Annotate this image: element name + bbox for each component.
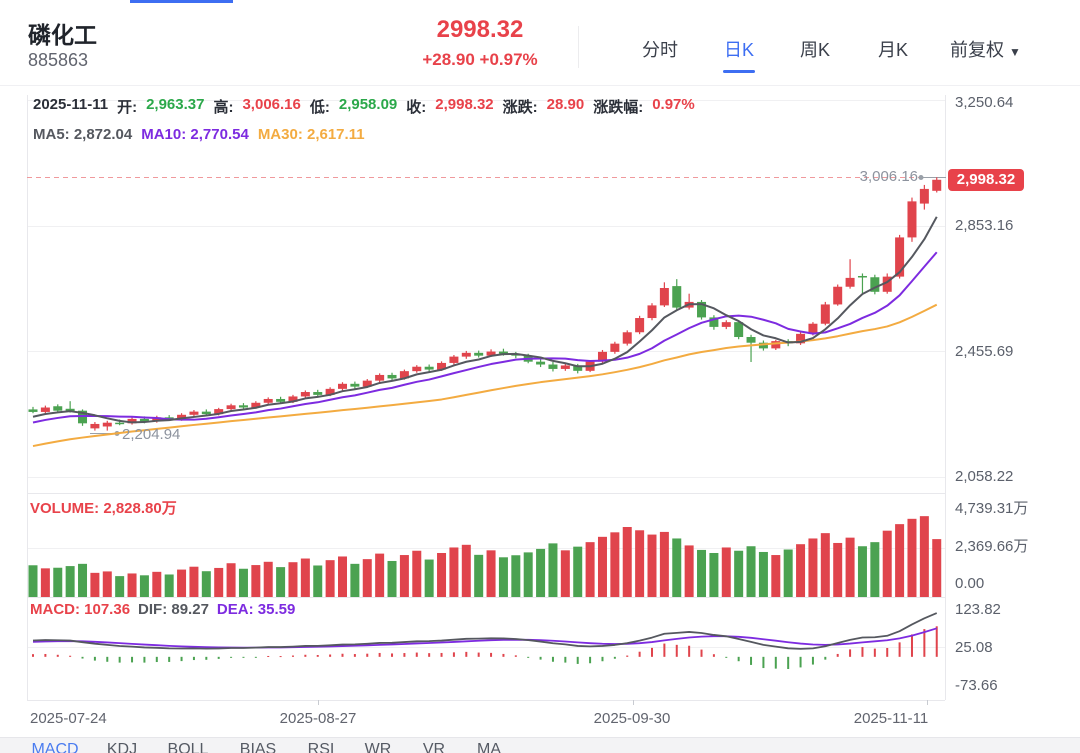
indicator-tab-ma[interactable]: MA (477, 741, 501, 753)
high-value: 3,006.16 (242, 96, 301, 113)
volume-title: VOLUME: 2,828.80万 (30, 500, 177, 517)
indicator-tab-boll[interactable]: BOLL (167, 741, 209, 753)
macd-title-row: MACD: 107.36 DIF: 89.27 DEA: 35.59 (30, 601, 295, 618)
x-axis-tick (633, 700, 634, 705)
open-label: 开: (117, 99, 138, 116)
current-price: 2998.32 (436, 16, 524, 43)
volume-axis-tick-3: 0.00 (955, 575, 985, 592)
info-date: 2025-11-11 (33, 96, 109, 113)
adjust-mode-label: 前复权 (950, 40, 1004, 60)
day-high-line-label: 3,006.16 (859, 168, 918, 185)
macd-axis-tick-1: 123.82 (955, 601, 1001, 618)
x-axis-label-1: 2025-07-24 (30, 710, 107, 727)
indicator-tab-macd[interactable]: MACD (31, 741, 79, 753)
change-value: 28.90 (546, 96, 585, 113)
tab-monthly-k[interactable]: 月K (877, 40, 909, 60)
current-price-tag: 2,998.32 (948, 168, 1024, 191)
open-value: 2,963.37 (146, 96, 205, 113)
indicator-tab-kdj[interactable]: KDJ (106, 741, 138, 753)
x-axis-tick (927, 700, 928, 705)
ma-info-row: MA5: 2,872.04 MA10: 2,770.54 MA30: 2,617… (33, 126, 365, 143)
tab-minute[interactable]: 分时 (642, 40, 678, 60)
indicator-tab-vr[interactable]: VR (422, 741, 446, 753)
price-axis-tick-2: 2,853.16 (955, 217, 1014, 234)
header-divider (578, 26, 579, 68)
ma30-value: MA30: 2,617.11 (257, 126, 365, 143)
adjust-mode-dropdown[interactable]: 前复权 ▼ (950, 36, 1021, 62)
ma5-value: MA5: 2,872.04 (33, 126, 133, 143)
change-label: 涨跌: (502, 99, 538, 116)
low-point-label: 2,204.94 (122, 426, 181, 443)
change-pct-value: 0.97% (652, 96, 695, 113)
close-value: 2,998.32 (435, 96, 494, 113)
tab-daily-k[interactable]: 日K (723, 40, 755, 60)
volume-axis-tick-1: 4,739.31万 (955, 500, 1029, 517)
price-block: 2998.32 +28.90 +0.97% (350, 0, 610, 70)
dif-value: DIF: 89.27 (138, 601, 209, 618)
page-title: 磷化工 (28, 22, 97, 48)
price-axis-tick-4: 2,058.22 (955, 468, 1014, 485)
x-axis-label-2: 2025-08-27 (279, 710, 357, 727)
macd-axis-tick-3: -73.66 (955, 677, 998, 694)
volume-axis-tick-2: 2,369.66万 (955, 538, 1029, 555)
ma10-value: MA10: 2,770.54 (141, 126, 249, 143)
indicator-tab-wr[interactable]: WR (364, 741, 392, 753)
chevron-down-icon: ▼ (1009, 45, 1021, 59)
close-label: 收: (406, 99, 427, 116)
macd-axis-tick-2: 25.08 (955, 639, 993, 656)
macd-value: MACD: 107.36 (30, 601, 131, 618)
price-axis-tick-3: 2,455.69 (955, 343, 1014, 360)
price-change: +28.90 +0.97% (422, 50, 538, 69)
indicator-tab-rsi[interactable]: RSI (307, 741, 335, 753)
low-value: 2,958.09 (338, 96, 398, 113)
x-axis-tick (318, 700, 319, 705)
top-accent-bar (130, 0, 233, 3)
high-label: 高: (213, 99, 234, 116)
x-axis-label-3: 2025-09-30 (593, 710, 671, 727)
indicator-tab-bias[interactable]: BIAS (239, 741, 277, 753)
header-separator (0, 85, 1080, 86)
indicator-tab-bar: MACD KDJ BOLL BIAS RSI WR VR MA (0, 737, 1080, 753)
stock-code: 885863 (28, 50, 89, 70)
x-axis-label-4: 2025-11-11 (853, 710, 929, 727)
active-tab-underline (723, 70, 755, 73)
dea-value: DEA: 35.59 (216, 601, 296, 618)
change-pct-label: 涨跌幅: (593, 99, 644, 116)
ohlc-info-row: 2025-11-11 开: 2,963.37 高: 3,006.16 低: 2,… (33, 96, 695, 117)
tab-weekly-k[interactable]: 周K (799, 40, 831, 60)
price-axis-tick-1: 3,250.64 (955, 94, 1014, 111)
low-label: 低: (309, 99, 330, 116)
